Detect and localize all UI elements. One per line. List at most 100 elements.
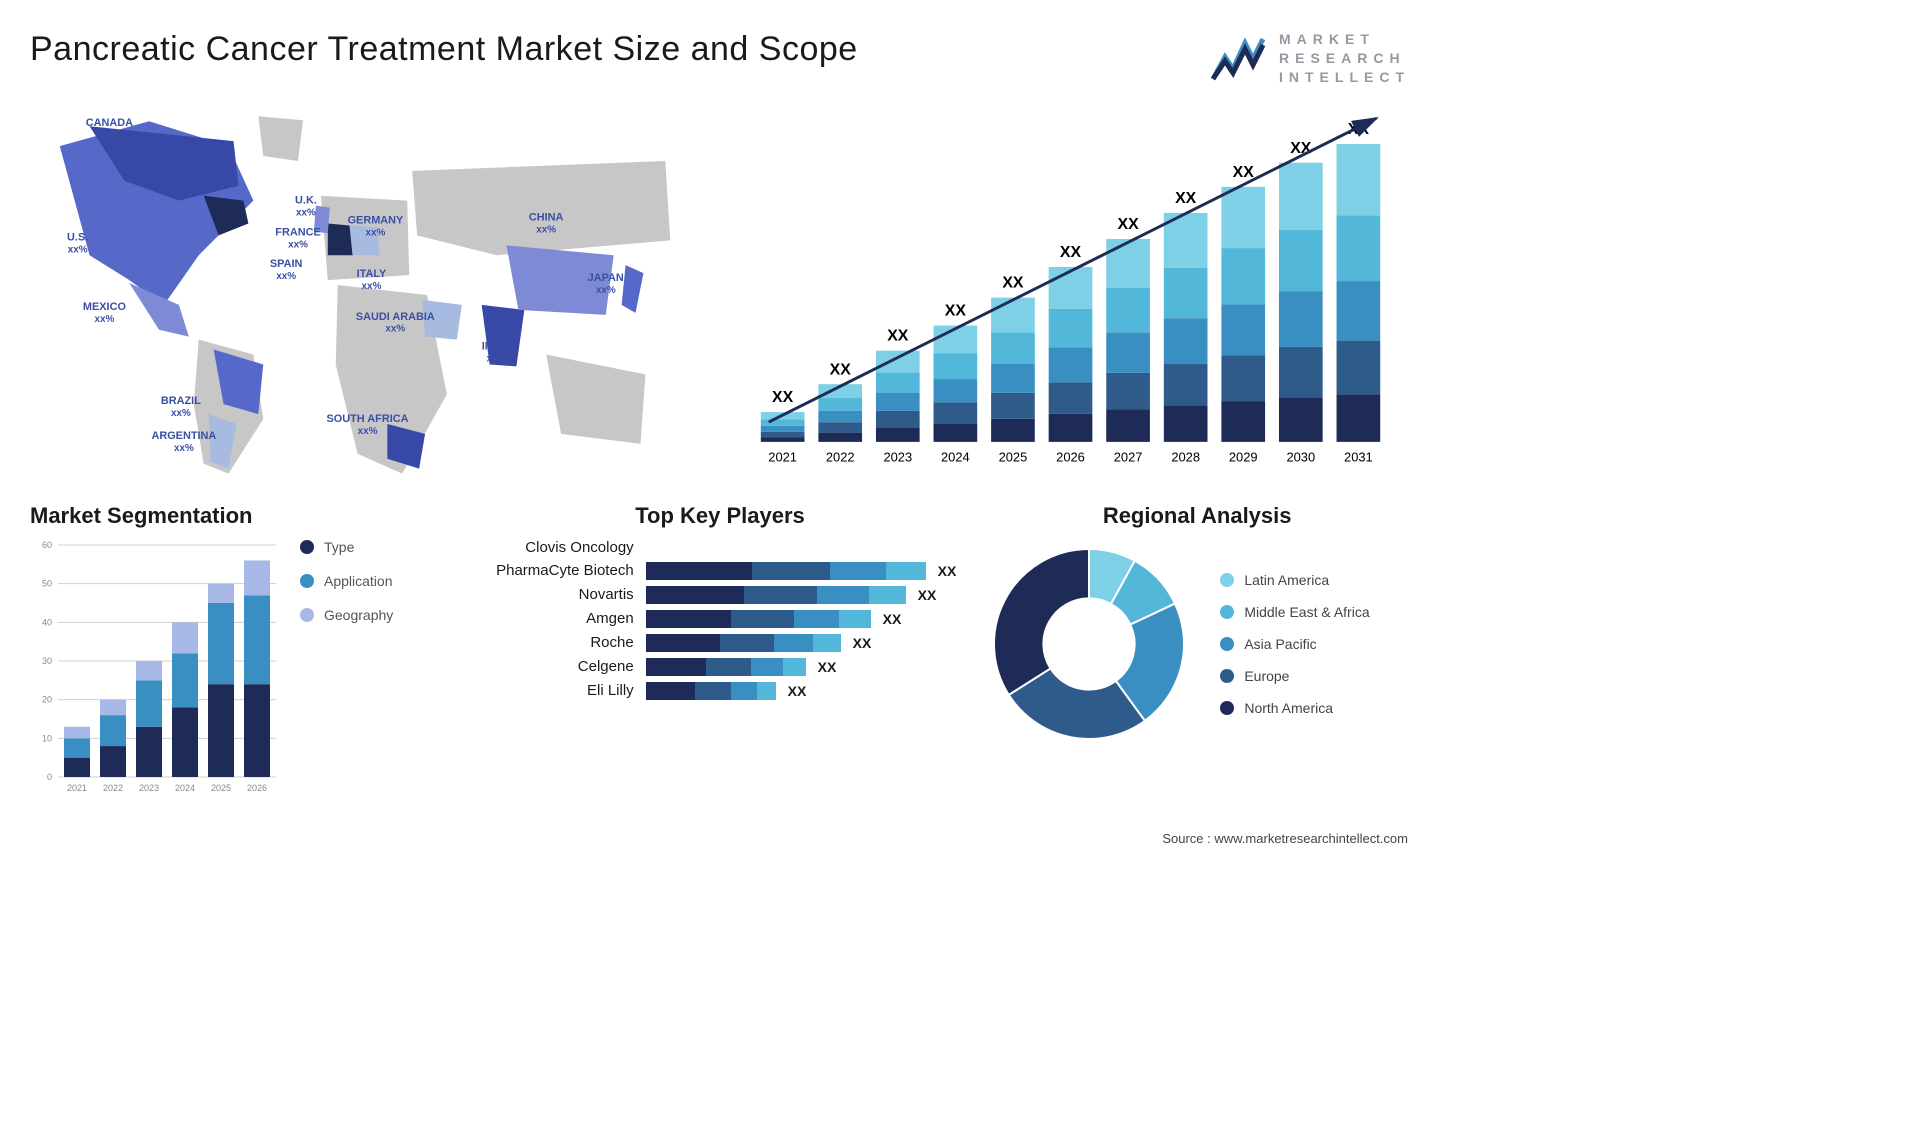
brand-mark-icon <box>1211 35 1265 81</box>
legend-label: Asia Pacific <box>1244 636 1316 652</box>
svg-text:2022: 2022 <box>103 783 123 793</box>
market-growth-chart: XX 2021 XX 2022 XX 2023 XX 2024 XX 2025 XX 2026 XX 20… <box>735 105 1410 475</box>
svg-text:30: 30 <box>42 656 52 666</box>
svg-text:2031: 2031 <box>1344 449 1373 464</box>
svg-text:xx%: xx% <box>362 281 382 292</box>
svg-text:ITALY: ITALY <box>357 268 387 280</box>
svg-text:XX: XX <box>1233 164 1255 181</box>
legend-label: Latin America <box>1244 572 1329 588</box>
svg-text:2029: 2029 <box>1229 449 1258 464</box>
svg-text:2025: 2025 <box>211 783 231 793</box>
svg-text:xx%: xx% <box>99 130 119 141</box>
source-label: Source : www.marketresearchintellect.com <box>1162 831 1408 846</box>
svg-text:XX: XX <box>945 302 967 319</box>
svg-text:U.S.: U.S. <box>67 231 88 243</box>
brand-name: MARKET RESEARCH INTELLECT <box>1279 30 1410 87</box>
svg-text:10: 10 <box>42 733 52 743</box>
legend-swatch-icon <box>1220 701 1234 715</box>
legend-swatch-icon <box>300 608 314 622</box>
svg-text:U.K.: U.K. <box>295 194 317 206</box>
legend-swatch-icon <box>1220 605 1234 619</box>
player-name: Clovis Oncology <box>484 539 634 556</box>
svg-text:xx%: xx% <box>385 323 405 334</box>
regional-legend-item: Middle East & Africa <box>1220 604 1369 620</box>
svg-text:CANADA: CANADA <box>86 117 133 129</box>
legend-swatch-icon <box>1220 669 1234 683</box>
svg-text:xx%: xx% <box>296 207 316 218</box>
legend-swatch-icon <box>300 574 314 588</box>
player-bar <box>646 610 871 628</box>
player-bar <box>646 586 906 604</box>
svg-text:xx%: xx% <box>366 227 386 238</box>
player-row: Eli LillyXX <box>484 682 957 700</box>
regional-legend-item: Europe <box>1220 668 1369 684</box>
player-value: XX <box>918 587 937 603</box>
segmentation-legend-item: Geography <box>300 607 393 623</box>
svg-text:2024: 2024 <box>941 449 970 464</box>
svg-text:ARGENTINA: ARGENTINA <box>151 430 216 442</box>
svg-text:0: 0 <box>47 772 52 782</box>
svg-text:XX: XX <box>1290 139 1312 156</box>
key-players-panel: Top Key Players Clovis OncologyPharmaCyt… <box>484 503 957 833</box>
segmentation-chart: 0102030405060202120222023202420252026 <box>30 539 280 799</box>
svg-text:xx%: xx% <box>536 224 556 235</box>
svg-text:xx%: xx% <box>174 442 194 453</box>
svg-text:xx%: xx% <box>276 271 296 282</box>
svg-text:40: 40 <box>42 617 52 627</box>
legend-swatch-icon <box>1220 573 1234 587</box>
svg-text:2021: 2021 <box>768 449 797 464</box>
segmentation-legend-item: Type <box>300 539 393 555</box>
svg-text:2027: 2027 <box>1114 449 1143 464</box>
legend-swatch-icon <box>300 540 314 554</box>
regional-legend-item: Latin America <box>1220 572 1369 588</box>
legend-swatch-icon <box>1220 637 1234 651</box>
player-name: Novartis <box>484 586 634 603</box>
legend-label: Type <box>324 539 354 555</box>
svg-text:20: 20 <box>42 694 52 704</box>
svg-text:INDIA: INDIA <box>482 340 512 352</box>
svg-text:2024: 2024 <box>175 783 195 793</box>
player-row: CelgeneXX <box>484 658 957 676</box>
legend-label: Middle East & Africa <box>1244 604 1369 620</box>
segmentation-legend: Type Application Geography <box>300 539 393 799</box>
key-players-chart: Clovis OncologyPharmaCyte BiotechXXNovar… <box>484 539 957 700</box>
regional-legend: Latin America Middle East & Africa Asia Pa… <box>1220 572 1369 716</box>
svg-text:SAUDI ARABIA: SAUDI ARABIA <box>356 310 435 322</box>
svg-text:SOUTH AFRICA: SOUTH AFRICA <box>327 413 409 425</box>
svg-text:xx%: xx% <box>596 285 616 296</box>
svg-text:50: 50 <box>42 578 52 588</box>
svg-text:2025: 2025 <box>999 449 1028 464</box>
player-row: Novartis XX <box>484 586 957 604</box>
svg-text:XX: XX <box>887 327 909 344</box>
svg-text:XX: XX <box>1117 216 1139 233</box>
svg-text:CHINA: CHINA <box>529 211 564 223</box>
player-bar <box>646 682 776 700</box>
legend-label: North America <box>1244 700 1333 716</box>
svg-text:2026: 2026 <box>1056 449 1085 464</box>
svg-text:xx%: xx% <box>487 353 507 364</box>
player-name: Celgene <box>484 658 634 675</box>
key-players-title: Top Key Players <box>484 503 957 529</box>
svg-text:xx%: xx% <box>358 426 378 437</box>
svg-text:60: 60 <box>42 540 52 550</box>
svg-text:xx%: xx% <box>95 313 115 324</box>
world-map-chart: CANADAxx%U.S.xx%MEXICOxx%BRAZILxx%ARGENT… <box>30 105 705 475</box>
svg-text:MEXICO: MEXICO <box>83 301 127 313</box>
svg-text:xx%: xx% <box>171 408 191 419</box>
svg-text:2022: 2022 <box>826 449 855 464</box>
player-row: RocheXX <box>484 634 957 652</box>
player-bar <box>646 562 926 580</box>
regional-title: Regional Analysis <box>984 503 1410 529</box>
player-name: Amgen <box>484 610 634 627</box>
legend-label: Europe <box>1244 668 1289 684</box>
market-segmentation-panel: Market Segmentation 01020304050602021202… <box>30 503 456 833</box>
svg-text:XX: XX <box>830 361 852 378</box>
legend-label: Application <box>324 573 393 589</box>
svg-text:XX: XX <box>772 389 794 406</box>
segmentation-title: Market Segmentation <box>30 503 456 529</box>
regional-legend-item: Asia Pacific <box>1220 636 1369 652</box>
player-row: AmgenXX <box>484 610 957 628</box>
svg-text:XX: XX <box>1060 244 1082 261</box>
player-bar <box>646 634 841 652</box>
svg-text:2023: 2023 <box>883 449 912 464</box>
